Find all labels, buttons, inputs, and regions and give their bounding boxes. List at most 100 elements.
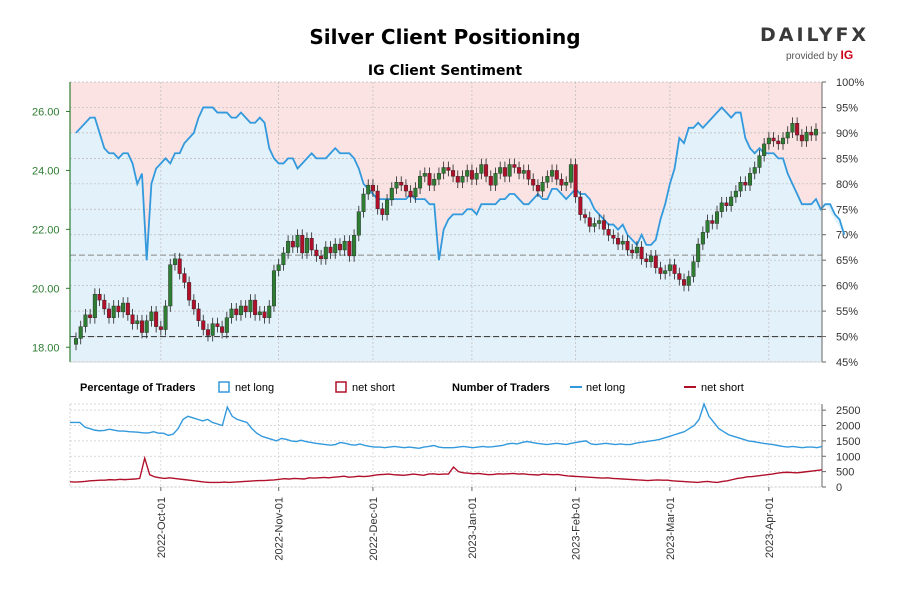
- candle: [733, 190, 738, 198]
- candle: [271, 270, 276, 307]
- candle: [677, 273, 682, 280]
- candle: [130, 314, 135, 324]
- pct-tick-label: 70%: [836, 230, 858, 242]
- candle: [177, 258, 182, 274]
- candle: [385, 199, 390, 215]
- pct-tick-label: 80%: [836, 179, 858, 191]
- candle: [799, 134, 804, 142]
- candle: [663, 270, 668, 274]
- candle: [583, 214, 588, 218]
- candle: [394, 182, 399, 189]
- candle: [295, 235, 300, 248]
- candle: [625, 240, 630, 251]
- candle: [187, 282, 192, 301]
- candle: [705, 220, 710, 233]
- candle: [220, 326, 225, 333]
- candle: [502, 167, 507, 177]
- candle: [738, 182, 743, 192]
- logo-wordmark: DAILYFX: [760, 24, 870, 46]
- candle: [682, 279, 687, 286]
- candle: [762, 143, 767, 156]
- candle: [229, 308, 234, 318]
- candle: [172, 258, 177, 265]
- traders-panel: [69, 403, 823, 488]
- candle: [116, 305, 121, 313]
- candle: [776, 140, 781, 145]
- candle: [748, 173, 753, 186]
- candle: [573, 164, 578, 198]
- candle: [587, 217, 592, 227]
- candle: [102, 299, 107, 310]
- candle: [809, 131, 814, 136]
- candle: [526, 170, 531, 180]
- candle: [262, 311, 267, 318]
- pct-tick-label: 65%: [836, 255, 858, 267]
- candle: [790, 123, 795, 133]
- candle: [620, 240, 625, 245]
- price-tick-label: 26.00: [32, 106, 60, 118]
- candle: [455, 176, 460, 183]
- candle: [766, 137, 771, 145]
- x-tick-label: 2022-Nov-01: [274, 497, 286, 561]
- pct-tick-label: 95%: [836, 102, 858, 114]
- candle: [521, 170, 526, 174]
- candle: [512, 164, 517, 168]
- candle: [507, 164, 512, 177]
- candle: [163, 305, 168, 330]
- traders-line-net-short: [69, 455, 823, 484]
- candle: [243, 305, 248, 313]
- candle: [290, 240, 295, 248]
- candle: [191, 299, 196, 310]
- candle: [389, 187, 394, 201]
- candle: [460, 176, 465, 183]
- candle: [564, 182, 569, 186]
- candle: [719, 202, 724, 212]
- legend-title-percentage: Percentage of Traders: [80, 382, 196, 394]
- candle: [752, 167, 757, 174]
- x-tick-label: 2022-Oct-01: [156, 497, 168, 558]
- pct-tick-label: 50%: [836, 332, 858, 344]
- candle: [559, 179, 564, 186]
- candle: [771, 137, 776, 142]
- candle: [380, 208, 385, 215]
- candle: [649, 255, 654, 262]
- candle: [309, 238, 314, 251]
- candle: [545, 176, 550, 183]
- dailyfx-logo: DAILYFX provided by IG: [760, 24, 870, 62]
- logo-subtext: provided by IG: [786, 48, 854, 62]
- candle: [300, 235, 305, 254]
- traders-tick-label: 500: [836, 467, 854, 479]
- traders-line-net-long: [70, 401, 823, 449]
- candle: [653, 255, 658, 268]
- chart-title: Silver Client Positioning: [309, 25, 581, 49]
- candle: [168, 264, 173, 307]
- candle: [550, 170, 555, 177]
- chart-subtitle: IG Client Sentiment: [367, 63, 523, 79]
- candle: [436, 173, 441, 180]
- traders-tick-label: 2500: [836, 405, 860, 417]
- candle: [781, 137, 786, 145]
- legend-num-short: net short: [701, 382, 744, 394]
- candle: [667, 264, 672, 271]
- candle: [474, 173, 479, 180]
- candle: [111, 305, 116, 318]
- candle: [517, 167, 522, 174]
- candle: [304, 238, 309, 254]
- candle: [248, 299, 253, 313]
- candle: [611, 235, 616, 239]
- candle: [121, 302, 126, 313]
- candle: [144, 320, 149, 333]
- legend-swatch-long: [218, 381, 230, 393]
- candle: [427, 173, 432, 186]
- long-area: [70, 107, 845, 362]
- candle: [531, 179, 536, 186]
- candle: [328, 246, 333, 254]
- candle: [73, 338, 78, 345]
- candle: [408, 190, 413, 198]
- candle: [314, 249, 319, 257]
- candle: [432, 179, 437, 186]
- candle: [616, 238, 621, 245]
- candle: [352, 235, 357, 257]
- pct-tick-label: 90%: [836, 128, 858, 140]
